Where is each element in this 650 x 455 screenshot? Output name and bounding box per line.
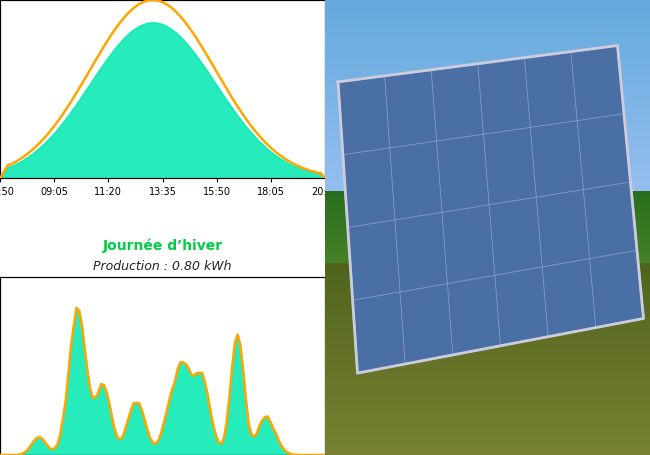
Y-axis label: Puissance: Puissance (356, 338, 365, 394)
Polygon shape (338, 46, 644, 373)
Y-axis label: Puissance: Puissance (356, 61, 365, 117)
Text: Journée d’hiver: Journée d’hiver (103, 239, 222, 253)
Text: Production : 0.80 kWh: Production : 0.80 kWh (93, 260, 232, 273)
